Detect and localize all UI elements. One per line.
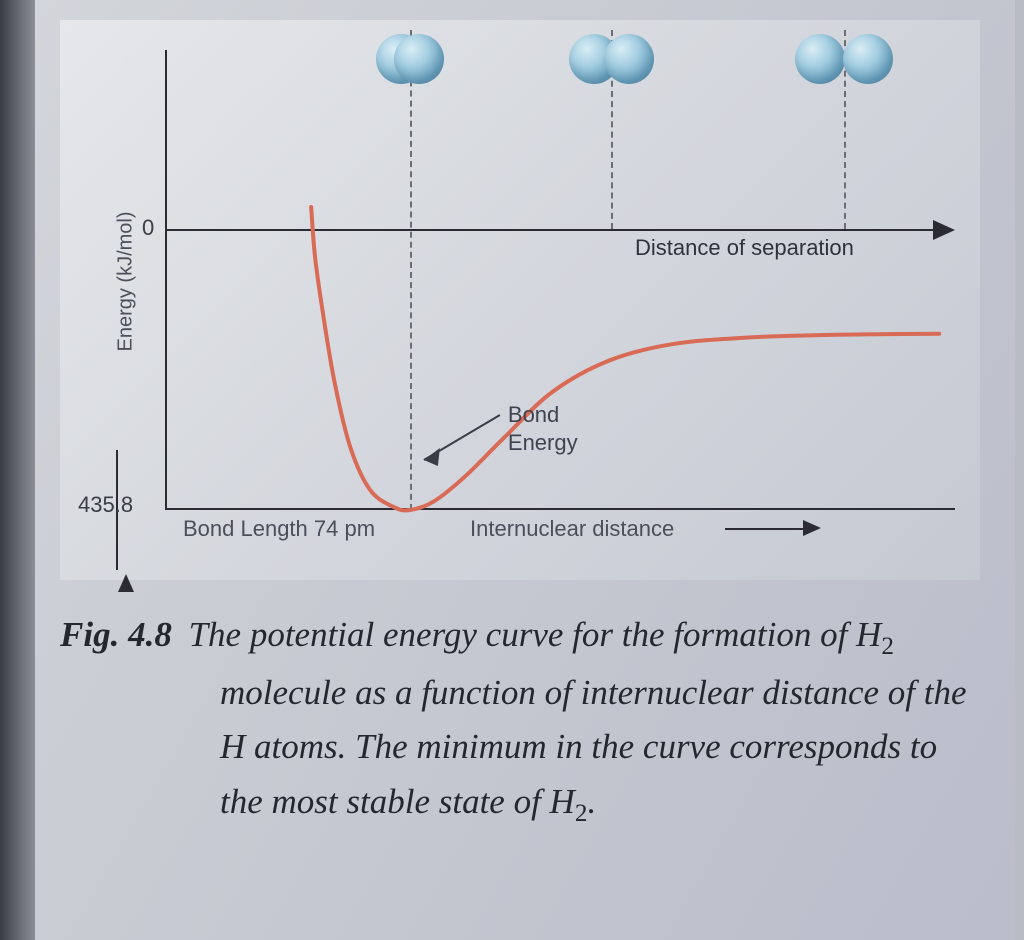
bond-annot-line2: Energy (508, 430, 578, 456)
caption-text-a: The potential energy curve for the forma… (189, 615, 882, 654)
bond-annot-line1: Bond (508, 402, 559, 428)
y-tick-min: 435.8 (78, 492, 133, 518)
bond-length-label: Bond Length 74 pm (183, 516, 375, 542)
plot-area: Distance of separation (165, 50, 955, 510)
y-tick-zero: 0 (142, 215, 154, 241)
caption-text-c: . (587, 782, 596, 821)
potential-energy-chart: Energy (kJ/mol) 0 435.8 Distance of sepa… (60, 20, 980, 580)
y-axis-label-group: Energy (kJ/mol) (106, 170, 130, 430)
arrow-up-icon (118, 574, 134, 592)
figure-caption: Fig. 4.8 The potential energy curve for … (60, 608, 990, 833)
arrow-left-icon (424, 448, 440, 466)
page: Energy (kJ/mol) 0 435.8 Distance of sepa… (35, 0, 1015, 940)
internuclear-label: Internuclear distance (470, 516, 674, 542)
x-axis-labels: Bond Length 74 pm Internuclear distance (165, 516, 955, 546)
x-axis-arrow-shaft (725, 528, 805, 530)
page-spine (0, 0, 35, 940)
subscript-1: 2 (881, 633, 894, 660)
energy-curve-path (311, 207, 939, 510)
y-axis-label: Energy (kJ/mol) (115, 192, 138, 372)
subscript-2: 2 (575, 800, 588, 827)
figure-number: Fig. 4.8 (60, 615, 172, 654)
arrow-right-icon (803, 520, 821, 536)
